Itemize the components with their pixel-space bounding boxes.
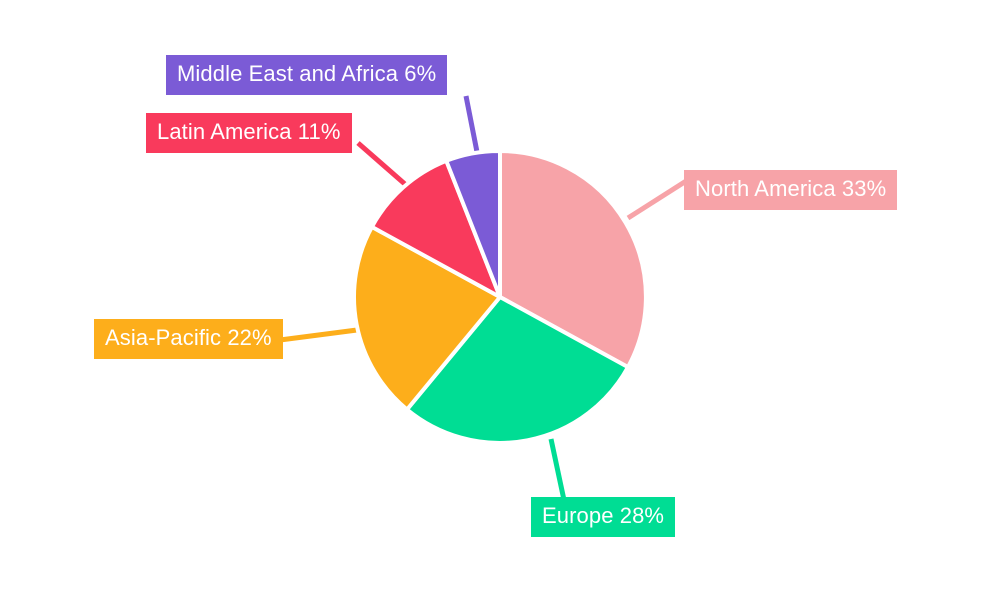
pie-label-north-america[interactable]: North America 33% xyxy=(684,170,898,210)
pie-slice-north-america[interactable] xyxy=(498,149,648,370)
pie-slice-asia-pacific[interactable] xyxy=(352,224,502,412)
pie-label-europe[interactable]: Europe 28% xyxy=(531,497,676,537)
leader-line-latin-america xyxy=(356,141,408,187)
leader-line-north-america xyxy=(626,173,696,221)
pie-slices xyxy=(352,148,648,445)
pie-label-middle-east-africa[interactable]: Middle East and Africa 6% xyxy=(166,55,448,95)
pie-slice-latin-america[interactable] xyxy=(369,158,502,299)
leader-line-europe xyxy=(548,438,567,501)
pie-label-asia-pacific[interactable]: Asia-Pacific 22% xyxy=(94,319,283,359)
leader-lines xyxy=(279,95,696,501)
pie-slice-europe[interactable] xyxy=(405,295,630,445)
pie-label-latin-america[interactable]: Latin America 11% xyxy=(146,113,352,153)
leader-line-asia-pacific xyxy=(279,327,358,343)
pie-slice-middle-east-africa[interactable] xyxy=(444,148,502,299)
leader-line-middle-east-africa xyxy=(463,95,481,158)
